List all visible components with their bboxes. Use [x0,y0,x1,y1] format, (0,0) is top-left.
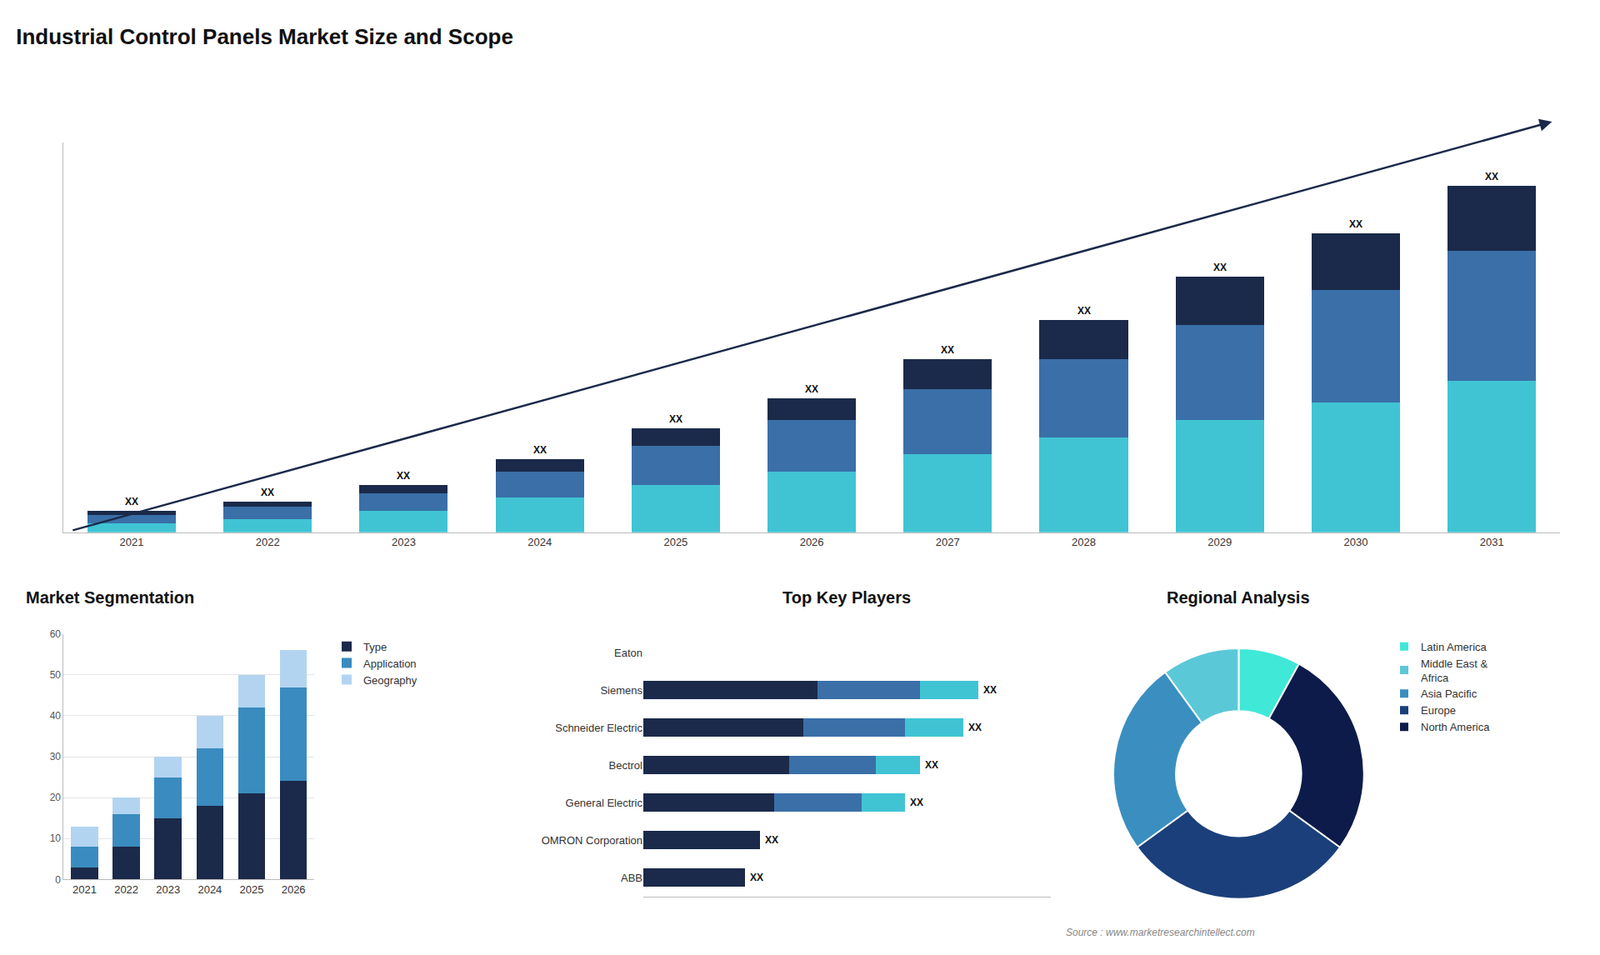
svg-text:XX: XX [805,383,819,395]
svg-text:20: 20 [50,791,62,804]
svg-text:Top Key Players: Top Key Players [782,588,911,607]
svg-text:Application: Application [363,657,417,670]
svg-text:2024: 2024 [527,535,552,549]
svg-text:Latin America: Latin America [1420,640,1488,654]
svg-text:XX: XX [1485,170,1499,183]
svg-text:Europe: Europe [1420,704,1456,717]
svg-text:Middle East &Africa: Middle East &Africa [1420,657,1489,685]
svg-text:XX: XX [925,759,939,771]
svg-text:2024: 2024 [197,883,222,896]
svg-text:2027: 2027 [935,535,960,549]
svg-text:2021: 2021 [72,883,97,896]
svg-text:0: 0 [55,874,61,886]
svg-text:XX: XX [1213,261,1227,274]
svg-text:ABB: ABB [620,871,643,885]
svg-text:XX: XX [750,871,764,884]
svg-text:2026: 2026 [800,535,825,549]
svg-text:2023: 2023 [155,883,180,896]
svg-text:XX: XX [260,486,275,499]
svg-text:Industrial Control Panels Mark: Industrial Control Panels Market Size an… [15,24,514,50]
svg-text:2021: 2021 [120,535,145,549]
svg-text:XX: XX [396,470,410,482]
svg-text:Eaton: Eaton [614,646,643,660]
svg-text:2022: 2022 [114,883,139,896]
svg-text:50: 50 [50,669,62,681]
svg-text:XX: XX [910,796,924,809]
svg-text:Type: Type [363,640,387,654]
svg-text:XX: XX [983,684,997,696]
svg-text:2026: 2026 [281,883,306,896]
svg-text:40: 40 [50,710,62,722]
svg-text:2029: 2029 [1207,535,1232,549]
svg-text:Source : www.marketresearchint: Source : www.marketresearchintellect.com [1065,926,1255,939]
svg-text:XX: XX [765,834,779,846]
svg-text:2031: 2031 [1480,535,1505,549]
svg-text:Market Segmentation: Market Segmentation [25,588,195,607]
svg-text:XX: XX [669,413,683,425]
svg-text:10: 10 [50,832,62,845]
svg-text:2022: 2022 [255,535,280,549]
svg-text:XX: XX [125,495,139,508]
svg-text:Bectrol: Bectrol [609,759,644,772]
svg-text:XX: XX [1349,218,1363,230]
svg-text:2025: 2025 [240,883,265,896]
svg-text:Schneider Electric: Schneider Electric [555,721,643,735]
svg-text:Siemens: Siemens [600,684,643,697]
svg-text:Asia Pacific: Asia Pacific [1420,687,1478,700]
svg-text:XX: XX [940,344,955,356]
svg-text:XX: XX [968,721,982,734]
svg-text:2028: 2028 [1071,535,1096,549]
svg-text:2030: 2030 [1344,535,1369,549]
svg-text:Regional Analysis: Regional Analysis [1166,588,1310,607]
svg-text:XX: XX [533,444,547,456]
svg-text:General Electric: General Electric [565,796,644,810]
svg-text:Geography: Geography [363,674,418,687]
svg-text:North America: North America [1420,720,1490,734]
svg-text:60: 60 [50,628,62,640]
svg-text:OMRON Corporation: OMRON Corporation [541,834,643,847]
svg-text:XX: XX [1077,305,1091,317]
svg-text:2023: 2023 [391,535,416,549]
svg-text:2025: 2025 [663,535,688,549]
svg-text:30: 30 [50,750,62,763]
